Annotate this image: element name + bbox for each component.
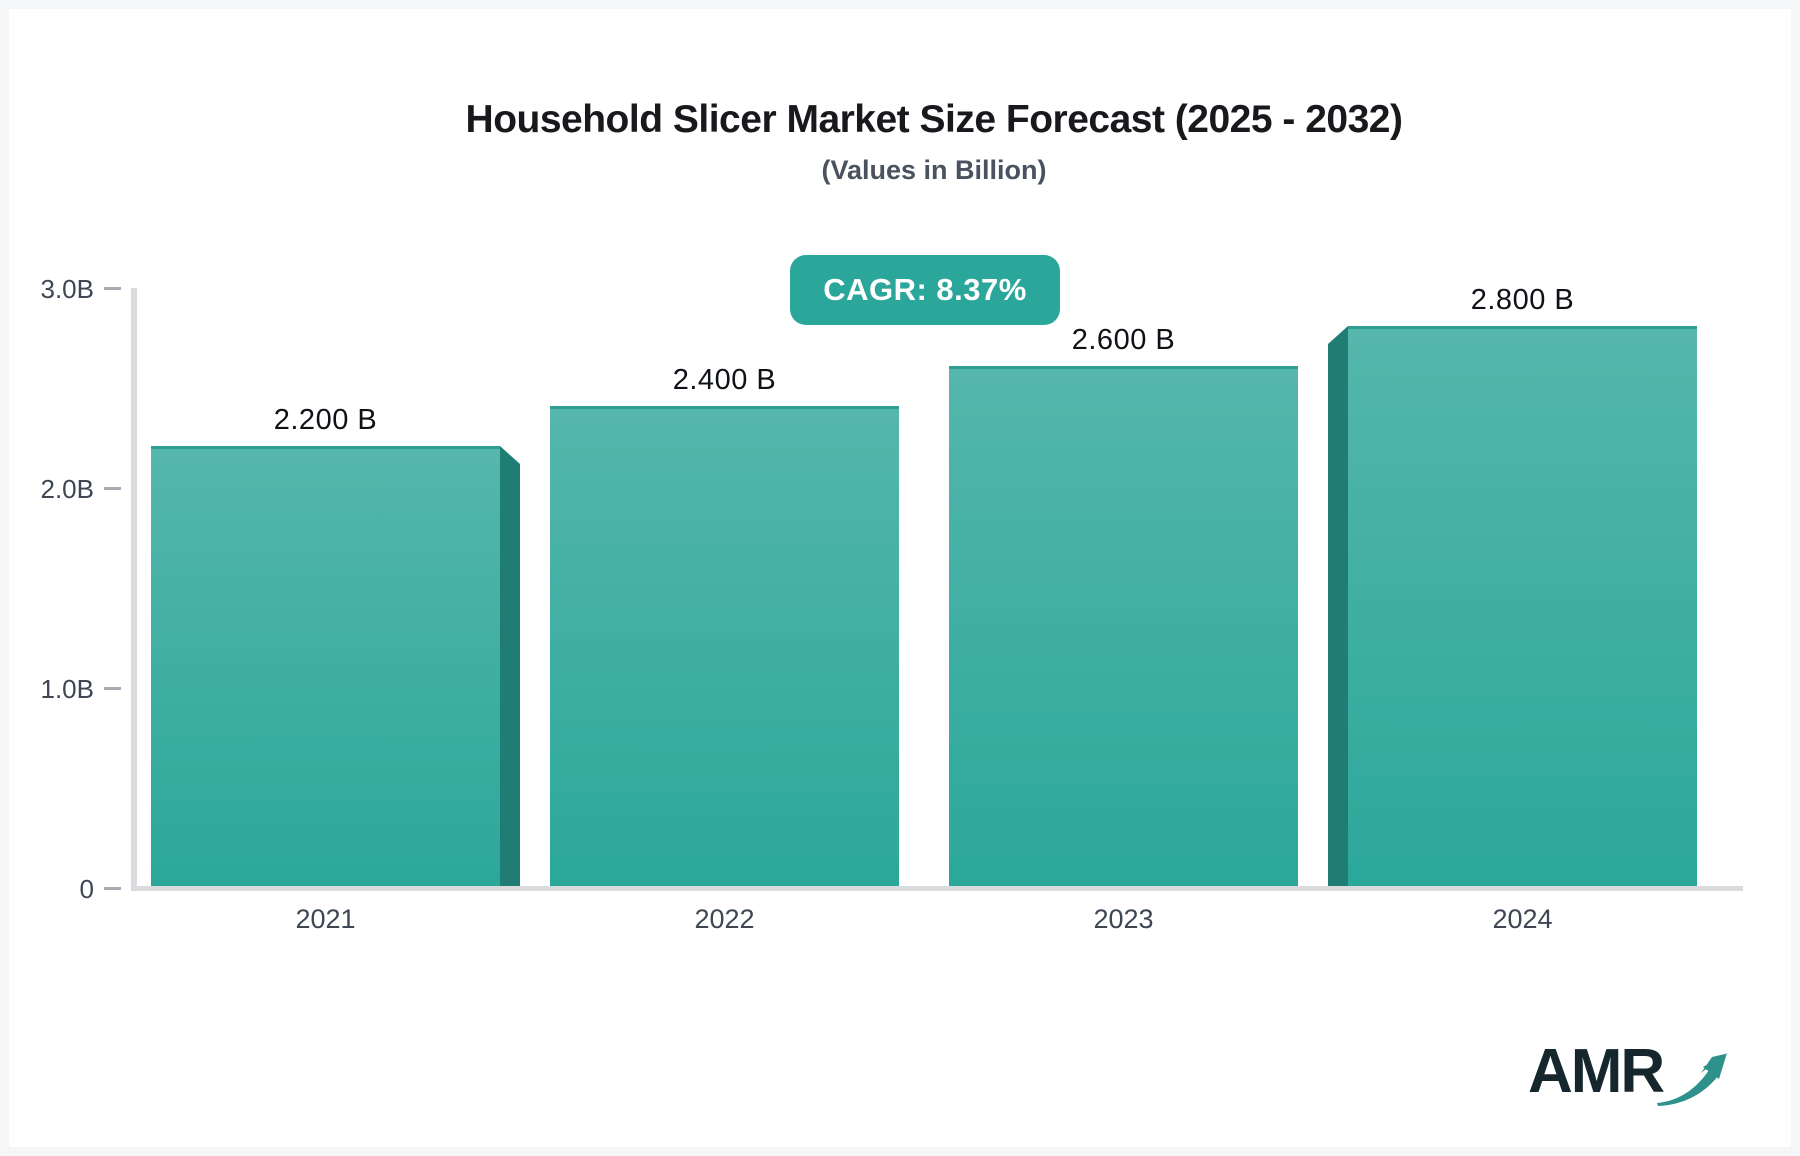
- bar-2022: [550, 406, 899, 886]
- x-tick-label: 2024: [1492, 904, 1553, 934]
- y-tick-label: 2.0B: [40, 474, 95, 504]
- y-tick-label: 0: [79, 874, 94, 904]
- y-tick-label: 1.0B: [40, 674, 95, 704]
- bar-3d-side: [1328, 326, 1348, 886]
- cagr-badge-label: CAGR: 8.37%: [823, 272, 1027, 307]
- amr-logo: AMR: [1528, 1037, 1743, 1123]
- bar-value-label: 2.600 B: [1071, 324, 1176, 356]
- bar-2023: [949, 366, 1298, 886]
- chart-header: Household Slicer Market Size Forecast (2…: [43, 9, 1800, 186]
- chart-title: Household Slicer Market Size Forecast (2…: [465, 98, 1403, 141]
- y-tick-mark: [104, 687, 121, 690]
- growth-arrow-icon: [1655, 1045, 1729, 1116]
- cagr-badge: CAGR: 8.37%: [790, 255, 1060, 325]
- bar-3d-side: [500, 446, 520, 886]
- amr-logo-text: AMR: [1528, 1037, 1665, 1106]
- x-tick-label: 2021: [295, 904, 356, 934]
- bar-value-label: 2.200 B: [273, 404, 378, 436]
- bar-value-label: 2.400 B: [672, 364, 777, 396]
- x-axis-line: [131, 886, 1743, 891]
- y-axis-line: [131, 288, 137, 890]
- chart-subtitle: (Values in Billion): [821, 155, 1047, 185]
- y-tick-mark: [104, 887, 121, 890]
- y-tick-mark: [104, 487, 121, 490]
- x-tick-label: 2023: [1093, 904, 1154, 934]
- bar-value-label: 2.800 B: [1470, 284, 1575, 316]
- bar-2021: [151, 446, 500, 886]
- bar-2024: [1348, 326, 1697, 886]
- y-tick-mark: [104, 287, 121, 290]
- y-tick-label: 3.0B: [40, 274, 95, 304]
- chart-card: Household Slicer Market Size Forecast (2…: [9, 9, 1791, 1147]
- x-tick-label: 2022: [694, 904, 755, 934]
